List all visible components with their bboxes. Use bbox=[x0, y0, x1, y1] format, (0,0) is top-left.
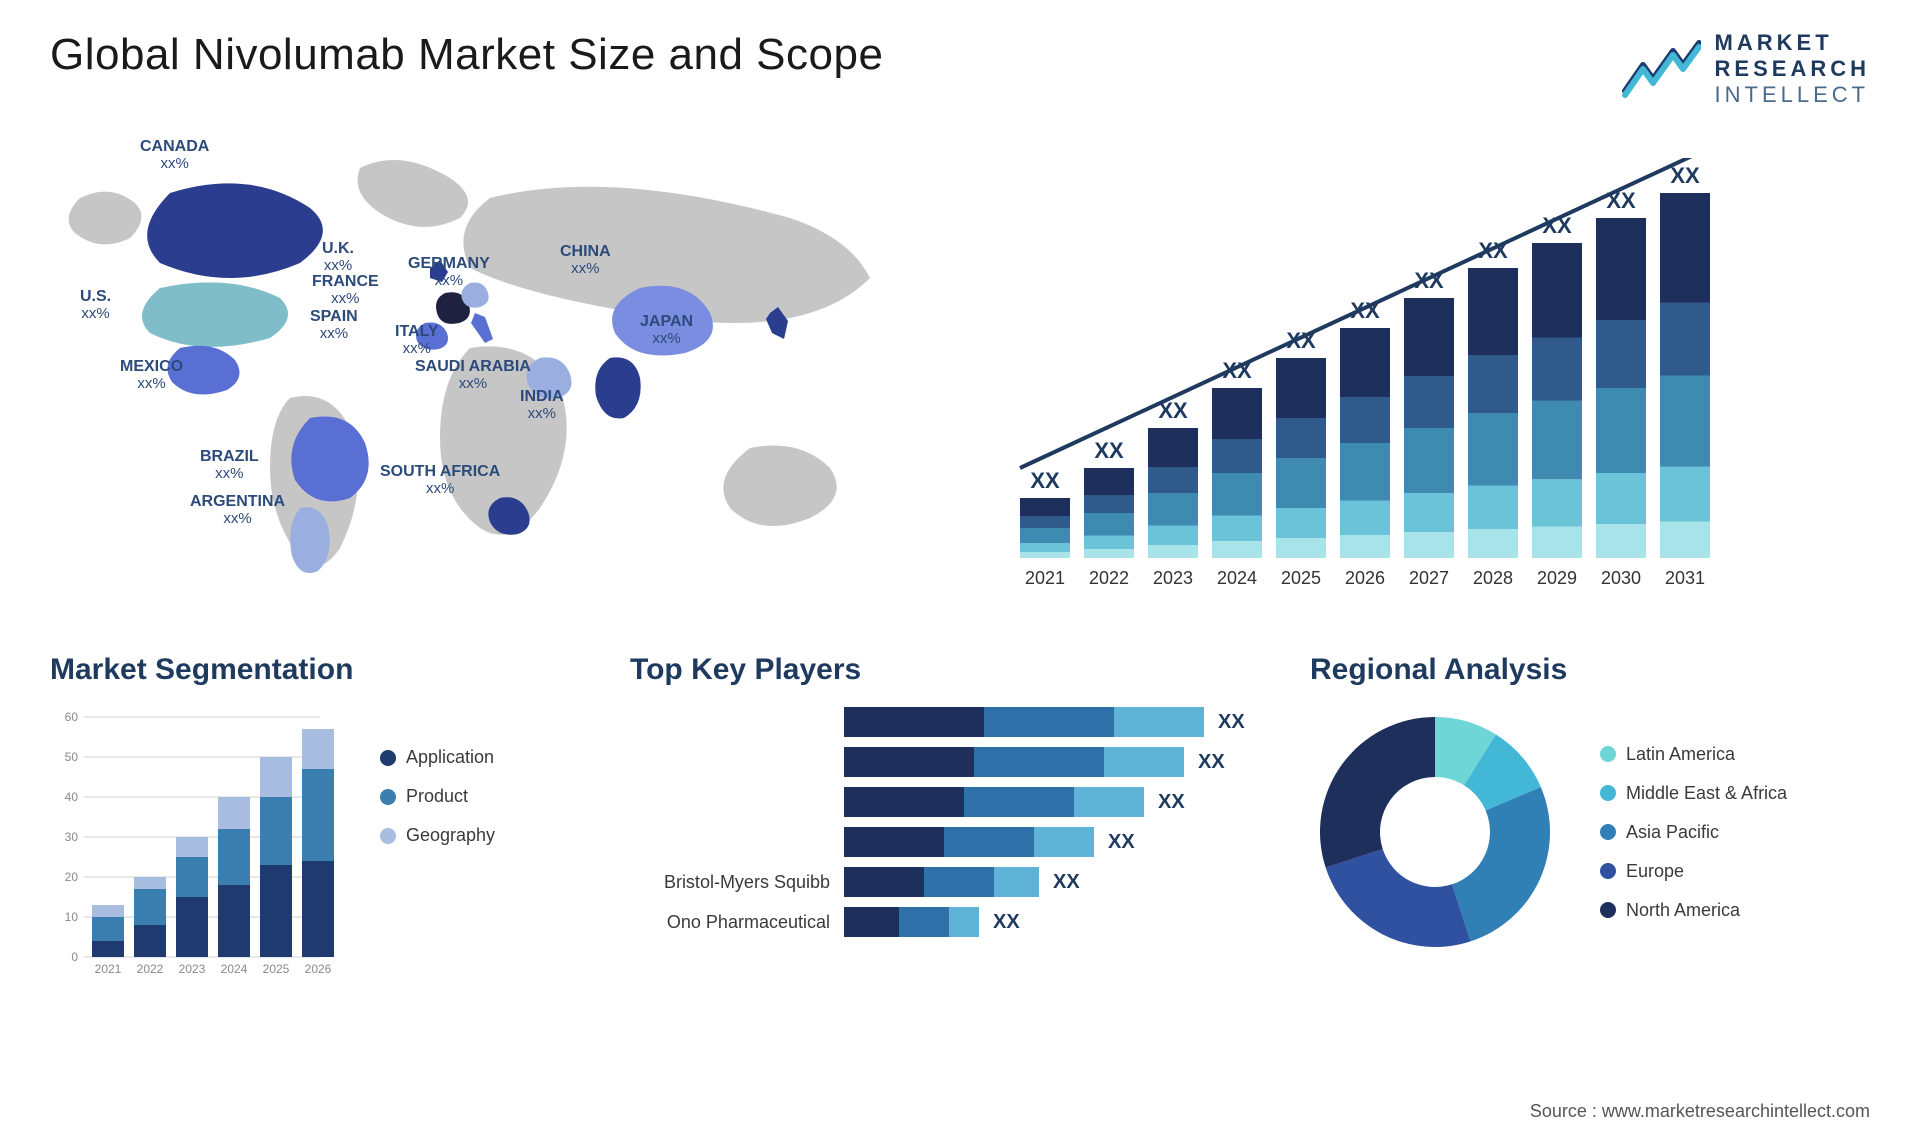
legend-item: Europe bbox=[1600, 861, 1787, 882]
legend-item: Application bbox=[380, 747, 495, 768]
tkp-label: Bristol-Myers Squibb bbox=[630, 872, 830, 893]
growth-bar-chart-icon: XX2021XX2022XX2023XX2024XX2025XX2026XX20… bbox=[990, 158, 1780, 598]
regional-donut-chart-icon bbox=[1310, 707, 1560, 957]
page-title: Global Nivolumab Market Size and Scope bbox=[50, 30, 883, 80]
svg-text:20: 20 bbox=[65, 870, 79, 884]
map-label: MEXICOxx% bbox=[120, 358, 183, 392]
svg-text:2023: 2023 bbox=[1153, 568, 1193, 588]
svg-text:XX: XX bbox=[1030, 468, 1060, 493]
regional-legend: Latin America Middle East & Africa Asia Pa… bbox=[1600, 744, 1787, 921]
svg-text:40: 40 bbox=[65, 790, 79, 804]
map-label: FRANCExx% bbox=[312, 273, 379, 307]
tkp-value: XX bbox=[1053, 871, 1080, 894]
map-label: BRAZILxx% bbox=[200, 448, 259, 482]
top-key-players-section: Top Key Players XXXXXXXXBristol-Myers Sq… bbox=[630, 653, 1250, 947]
svg-text:30: 30 bbox=[65, 830, 79, 844]
svg-text:2025: 2025 bbox=[1281, 568, 1321, 588]
svg-text:2023: 2023 bbox=[179, 962, 206, 976]
tkp-label: Ono Pharmaceutical bbox=[630, 912, 830, 933]
map-label: GERMANYxx% bbox=[408, 255, 490, 289]
svg-text:2031: 2031 bbox=[1665, 568, 1705, 588]
svg-text:50: 50 bbox=[65, 750, 79, 764]
svg-text:2029: 2029 bbox=[1537, 568, 1577, 588]
svg-text:2021: 2021 bbox=[1025, 568, 1065, 588]
tkp-bar bbox=[844, 827, 1094, 857]
logo-text-3: INTELLECT bbox=[1715, 82, 1870, 108]
logo-mark-icon bbox=[1621, 37, 1701, 101]
map-label: CANADAxx% bbox=[140, 138, 209, 172]
tkp-bar bbox=[844, 747, 1184, 777]
map-label: INDIAxx% bbox=[520, 388, 564, 422]
map-label: ARGENTINAxx% bbox=[190, 493, 285, 527]
tkp-value: XX bbox=[1218, 711, 1245, 734]
tkp-bar bbox=[844, 787, 1144, 817]
svg-text:2022: 2022 bbox=[137, 962, 164, 976]
tkp-value: XX bbox=[1108, 831, 1135, 854]
svg-text:2024: 2024 bbox=[221, 962, 248, 976]
svg-text:2030: 2030 bbox=[1601, 568, 1641, 588]
tkp-row: XX bbox=[630, 827, 1250, 857]
map-label: SPAINxx% bbox=[310, 308, 358, 342]
svg-text:XX: XX bbox=[1670, 163, 1700, 188]
svg-text:2025: 2025 bbox=[263, 962, 290, 976]
svg-text:2026: 2026 bbox=[1345, 568, 1385, 588]
legend-item: North America bbox=[1600, 900, 1787, 921]
segmentation-section: Market Segmentation 0 10 20 30 40 50 60 2021 202… bbox=[50, 653, 570, 977]
map-label: U.S.xx% bbox=[80, 288, 111, 322]
growth-chart: XX2021XX2022XX2023XX2024XX2025XX2026XX20… bbox=[990, 138, 1870, 603]
svg-text:2022: 2022 bbox=[1089, 568, 1129, 588]
legend-item: Geography bbox=[380, 825, 495, 846]
svg-text:0: 0 bbox=[71, 950, 78, 964]
legend-item: Product bbox=[380, 786, 495, 807]
map-label: SOUTH AFRICAxx% bbox=[380, 463, 500, 497]
map-label: ITALYxx% bbox=[395, 323, 439, 357]
tkp-title: Top Key Players bbox=[630, 653, 1250, 687]
tkp-bar bbox=[844, 867, 1039, 897]
segmentation-bar-chart-icon: 0 10 20 30 40 50 60 2021 2022 2023 2024 2025 2026 bbox=[50, 707, 350, 977]
svg-text:2024: 2024 bbox=[1217, 568, 1257, 588]
logo-text-1: MARKET bbox=[1715, 30, 1870, 56]
source-attribution: Source : www.marketresearchintellect.com bbox=[1530, 1101, 1870, 1122]
tkp-rows: XXXXXXXXBristol-Myers SquibbXXOno Pharma… bbox=[630, 707, 1250, 937]
tkp-bar bbox=[844, 907, 979, 937]
svg-text:2021: 2021 bbox=[95, 962, 122, 976]
legend-item: Latin America bbox=[1600, 744, 1787, 765]
segmentation-legend: Application Product Geography bbox=[380, 707, 495, 977]
tkp-value: XX bbox=[1158, 791, 1185, 814]
regional-section: Regional Analysis Latin America Middle Ea… bbox=[1310, 653, 1870, 957]
brand-logo: MARKET RESEARCH INTELLECT bbox=[1621, 30, 1870, 108]
svg-text:2027: 2027 bbox=[1409, 568, 1449, 588]
map-label: CHINAxx% bbox=[560, 243, 611, 277]
tkp-value: XX bbox=[1198, 751, 1225, 774]
tkp-value: XX bbox=[993, 911, 1020, 934]
svg-text:60: 60 bbox=[65, 710, 79, 724]
svg-text:10: 10 bbox=[65, 910, 79, 924]
tkp-row: XX bbox=[630, 787, 1250, 817]
svg-text:2028: 2028 bbox=[1473, 568, 1513, 588]
map-label: SAUDI ARABIAxx% bbox=[415, 358, 531, 392]
tkp-row: Bristol-Myers Squibb XX bbox=[630, 867, 1250, 897]
svg-text:XX: XX bbox=[1094, 438, 1124, 463]
legend-item: Middle East & Africa bbox=[1600, 783, 1787, 804]
map-label: U.K.xx% bbox=[322, 240, 354, 274]
segmentation-title: Market Segmentation bbox=[50, 653, 570, 687]
map-label: JAPANxx% bbox=[640, 313, 693, 347]
svg-text:2026: 2026 bbox=[305, 962, 332, 976]
regional-title: Regional Analysis bbox=[1310, 653, 1870, 687]
tkp-row: Ono Pharmaceutical XX bbox=[630, 907, 1250, 937]
tkp-bar bbox=[844, 707, 1204, 737]
tkp-row: XX bbox=[630, 747, 1250, 777]
logo-text-2: RESEARCH bbox=[1715, 56, 1870, 82]
tkp-row: XX bbox=[630, 707, 1250, 737]
legend-item: Asia Pacific bbox=[1600, 822, 1787, 843]
world-map-section: CANADAxx% U.S.xx% MEXICOxx% BRAZILxx% ARGENT… bbox=[50, 138, 930, 603]
